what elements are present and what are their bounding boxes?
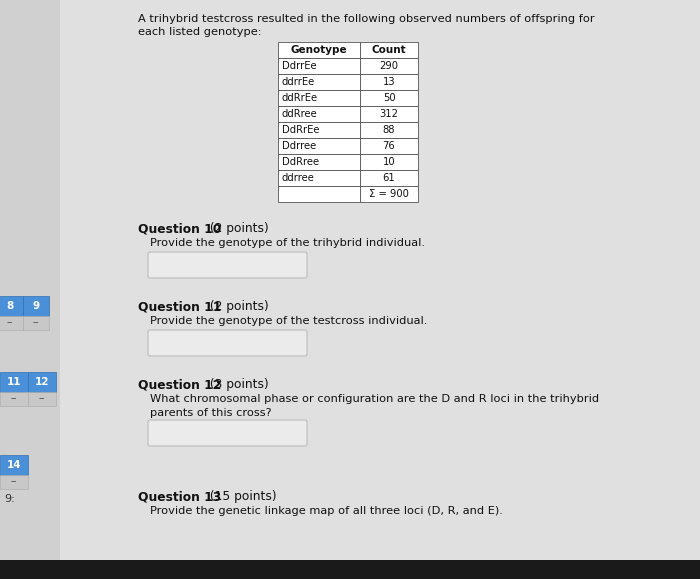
Bar <box>360 122 418 138</box>
Bar <box>278 106 360 122</box>
Text: Provide the genotype of the trihybrid individual.: Provide the genotype of the trihybrid in… <box>150 238 425 248</box>
Text: Provide the genetic linkage map of all three loci (D, R, and E).: Provide the genetic linkage map of all t… <box>150 506 503 516</box>
Bar <box>360 58 418 74</box>
Bar <box>360 74 418 90</box>
Text: Question 13: Question 13 <box>138 490 221 503</box>
Text: 12: 12 <box>35 377 49 387</box>
Text: --: -- <box>38 394 46 404</box>
Text: 312: 312 <box>379 109 398 119</box>
Text: DdrrEe: DdrrEe <box>282 61 316 71</box>
Bar <box>360 106 418 122</box>
Text: Ddrree: Ddrree <box>282 141 316 151</box>
Text: Question 11: Question 11 <box>138 300 221 313</box>
Bar <box>360 170 418 186</box>
Bar <box>28 392 56 406</box>
Text: Σ = 900: Σ = 900 <box>369 189 409 199</box>
Text: 9:: 9: <box>4 494 15 504</box>
Text: --: -- <box>7 318 13 328</box>
Text: A trihybrid testcross resulted in the following observed numbers of offspring fo: A trihybrid testcross resulted in the fo… <box>138 14 594 24</box>
Text: Question 10: Question 10 <box>138 222 221 235</box>
Text: (3 points): (3 points) <box>206 378 269 391</box>
Bar <box>278 154 360 170</box>
Text: --: -- <box>33 318 39 328</box>
FancyBboxPatch shape <box>148 420 307 446</box>
Bar <box>278 90 360 106</box>
Bar <box>0 455 28 475</box>
Bar <box>0 475 28 489</box>
FancyBboxPatch shape <box>148 330 307 356</box>
Text: 14: 14 <box>7 460 21 470</box>
Bar <box>28 372 56 392</box>
Bar <box>0 372 28 392</box>
Bar <box>0 316 23 330</box>
Text: Question 12: Question 12 <box>138 378 221 391</box>
Text: 9: 9 <box>32 301 40 311</box>
Text: What chromosomal phase or configuration are the D and R loci in the trihybrid: What chromosomal phase or configuration … <box>150 394 599 404</box>
Text: Genotype: Genotype <box>290 45 347 55</box>
Bar <box>23 316 49 330</box>
Bar <box>360 154 418 170</box>
Bar <box>278 58 360 74</box>
Text: (2 points): (2 points) <box>206 222 269 235</box>
Text: 50: 50 <box>383 93 395 103</box>
Text: 61: 61 <box>383 173 395 183</box>
Bar <box>0 560 700 579</box>
Bar <box>278 170 360 186</box>
Text: 290: 290 <box>379 61 398 71</box>
Text: Count: Count <box>372 45 406 55</box>
Bar <box>360 138 418 154</box>
Text: 13: 13 <box>383 77 395 87</box>
Bar <box>278 42 360 58</box>
Text: ddRree: ddRree <box>282 109 318 119</box>
Bar <box>278 138 360 154</box>
Text: ddrree: ddrree <box>282 173 315 183</box>
Bar <box>360 90 418 106</box>
Text: DdRree: DdRree <box>282 157 319 167</box>
Bar <box>23 296 49 316</box>
Bar <box>0 296 23 316</box>
Bar <box>0 392 28 406</box>
Text: ddrrEe: ddrrEe <box>282 77 315 87</box>
Text: each listed genotype:: each listed genotype: <box>138 27 262 37</box>
Text: (2 points): (2 points) <box>206 300 269 313</box>
Text: 8: 8 <box>6 301 13 311</box>
Text: --: -- <box>10 478 18 486</box>
Bar <box>278 186 360 202</box>
Text: 76: 76 <box>383 141 395 151</box>
Text: 10: 10 <box>383 157 395 167</box>
Text: (15 points): (15 points) <box>206 490 276 503</box>
Bar <box>278 74 360 90</box>
Text: ddRrEe: ddRrEe <box>282 93 318 103</box>
FancyBboxPatch shape <box>148 252 307 278</box>
Text: parents of this cross?: parents of this cross? <box>150 408 272 418</box>
Text: --: -- <box>10 394 18 404</box>
Text: 11: 11 <box>7 377 21 387</box>
Text: Provide the genotype of the testcross individual.: Provide the genotype of the testcross in… <box>150 316 428 326</box>
Bar <box>360 186 418 202</box>
Bar <box>360 42 418 58</box>
Text: DdRrEe: DdRrEe <box>282 125 319 135</box>
Text: 88: 88 <box>383 125 395 135</box>
Bar <box>278 122 360 138</box>
